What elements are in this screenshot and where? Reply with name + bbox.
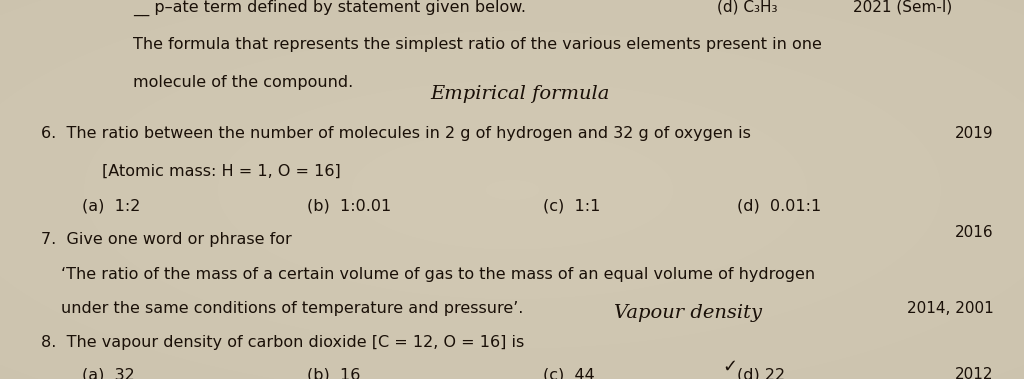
- Text: (a)  1:2: (a) 1:2: [82, 198, 140, 213]
- Text: 2019: 2019: [954, 126, 993, 141]
- Text: __ p–ate term defined by statement given below.: __ p–ate term defined by statement given…: [133, 0, 526, 16]
- Text: Vapour density: Vapour density: [614, 304, 763, 323]
- Text: 2016: 2016: [954, 225, 993, 240]
- Text: ✓: ✓: [722, 357, 737, 376]
- Text: under the same conditions of temperature and pressure’.: under the same conditions of temperature…: [61, 301, 524, 316]
- Text: (a)  32: (a) 32: [82, 367, 135, 379]
- Text: 2021 (Sem-I): 2021 (Sem-I): [853, 0, 952, 14]
- Text: (c)  44: (c) 44: [543, 367, 595, 379]
- Text: 6.  The ratio between the number of molecules in 2 g of hydrogen and 32 g of oxy: 6. The ratio between the number of molec…: [41, 126, 751, 141]
- Text: (c)  1:1: (c) 1:1: [543, 198, 600, 213]
- Text: (b)  16: (b) 16: [307, 367, 360, 379]
- Text: Empirical formula: Empirical formula: [430, 85, 609, 103]
- Text: 8.  The vapour density of carbon dioxide [C = 12, O = 16] is: 8. The vapour density of carbon dioxide …: [41, 335, 524, 350]
- Text: 2012: 2012: [954, 367, 993, 379]
- Text: (d) 22: (d) 22: [737, 367, 785, 379]
- Text: (d)  0.01:1: (d) 0.01:1: [737, 198, 821, 213]
- Text: The formula that represents the simplest ratio of the various elements present i: The formula that represents the simplest…: [133, 37, 822, 52]
- Text: (d) C₃H₃: (d) C₃H₃: [717, 0, 777, 14]
- Text: (b)  1:0.01: (b) 1:0.01: [307, 198, 391, 213]
- Text: [Atomic mass: H = 1, O = 16]: [Atomic mass: H = 1, O = 16]: [102, 164, 341, 179]
- Text: ‘The ratio of the mass of a certain volume of gas to the mass of an equal volume: ‘The ratio of the mass of a certain volu…: [61, 266, 815, 282]
- Text: 2014, 2001: 2014, 2001: [906, 301, 993, 316]
- Text: molecule of the compound.: molecule of the compound.: [133, 75, 353, 90]
- Text: 7.  Give one word or phrase for: 7. Give one word or phrase for: [41, 232, 292, 247]
